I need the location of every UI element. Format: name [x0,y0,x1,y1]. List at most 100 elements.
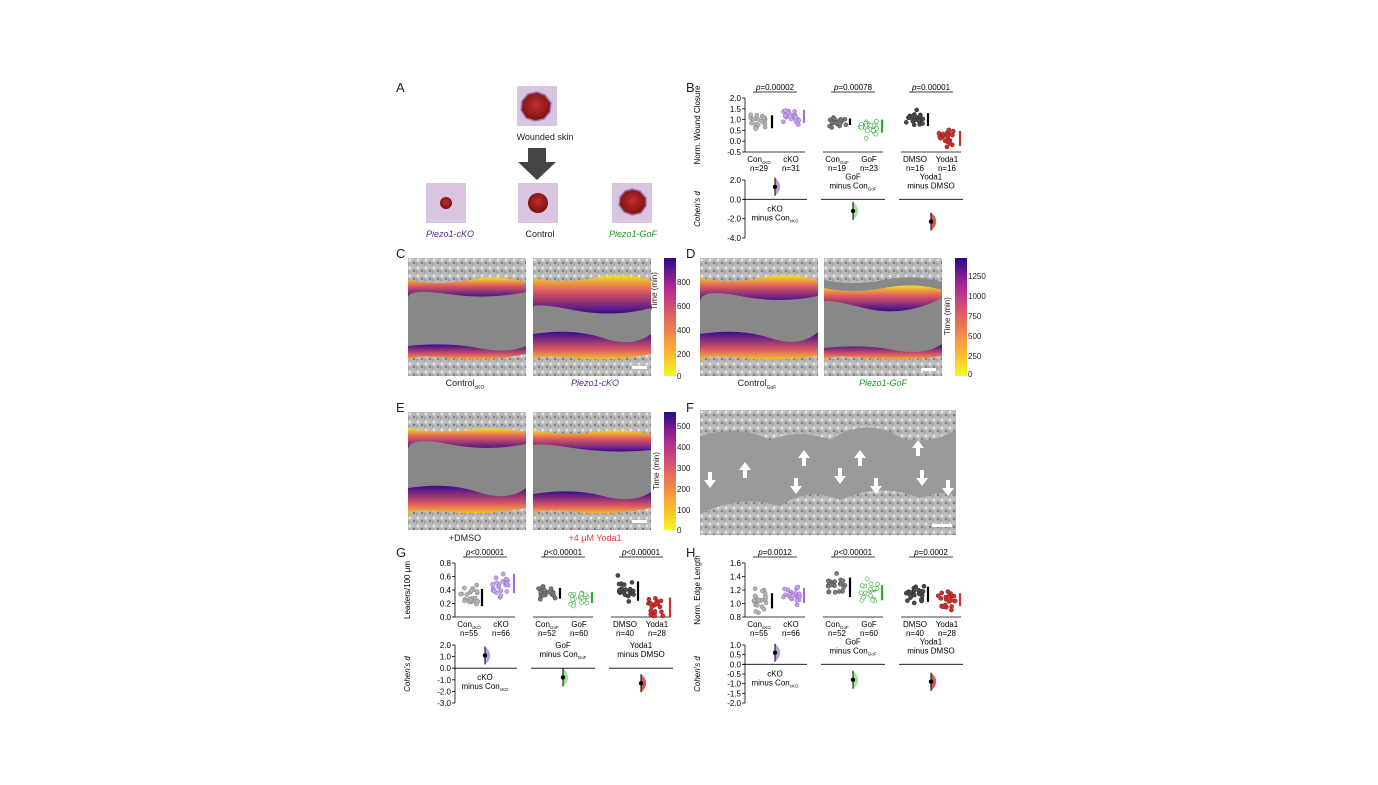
panel-c-right-label: Piezo1-cKO [570,378,620,388]
data-point [548,586,554,591]
data-point [579,591,584,597]
data-point [752,593,758,599]
group-n-label: n=31 [782,164,801,173]
data-point [552,595,558,601]
data-point [648,600,653,606]
y-tick-label: 0.5 [730,126,742,135]
y-axis-label: Norm. Edge Length [693,555,702,624]
p-value-label: p=0.0012 [757,548,792,557]
data-point [865,128,870,133]
data-point [762,591,768,596]
data-point [939,590,945,596]
effect-y-tick-label: 2.0 [730,176,742,185]
effect-point [928,679,934,684]
effect-y-tick-label: -1.5 [727,689,741,698]
group-label: cKO [783,155,799,164]
data-point [868,581,874,587]
panel-e-dmso-image [408,412,526,530]
data-point [474,589,480,594]
contrast-label-line1: Yoda1 [630,641,653,650]
effect-y-axis-label: Cohen's d [693,191,702,227]
data-point [622,592,628,598]
data-point [474,582,479,588]
effect-y-tick-label: -0.5 [727,670,741,679]
data-point [840,578,846,584]
panel-d-colorbar [955,258,967,376]
data-point [504,580,510,586]
contrast-label-line1: cKO [767,204,783,213]
contrast-label-line1: cKO [767,669,783,678]
panel-a-schematic [426,86,652,223]
panel-e-colorbar [664,412,676,530]
data-point [870,597,875,603]
data-point [493,575,499,581]
data-point [500,571,506,577]
effect-point [772,184,778,189]
group-n-label: n=66 [782,629,801,638]
data-point [464,592,469,597]
data-point [538,597,543,602]
data-point [794,597,800,603]
data-point [912,592,917,598]
data-point [631,592,636,597]
data-point [571,603,576,609]
up-arrow-icon [912,440,924,456]
contrast-label-line1: Yoda1 [920,172,943,181]
group-label: Yoda1 [936,620,959,629]
effect-y-tick-label: -2.0 [727,215,741,224]
contrast-label-line1: GoF [845,172,861,181]
contrast-label-line2: minus ConcKO [751,678,799,688]
data-point [549,590,555,596]
panel-label-g: G [396,545,407,560]
data-point [498,593,504,598]
panel-label-e: E [396,400,405,415]
data-point [630,588,636,594]
data-point [871,586,877,591]
group-n-label: n=66 [492,629,511,638]
contrast-label-line1: GoF [845,637,861,646]
contrast-label-line2: minus DMSO [907,646,955,655]
data-point [749,120,754,126]
y-tick-label: 1.2 [730,586,742,595]
data-point [942,138,948,144]
data-point [761,607,767,612]
group-label: ConcKO [457,620,481,630]
data-point [949,607,954,613]
group-label: DMSO [903,155,927,164]
y-tick-label: 0.6 [440,573,452,582]
data-point [462,598,467,604]
panel-label-h: H [686,545,696,560]
data-point [874,126,879,131]
panel-c-cbar-tick-0: 800 [677,278,691,287]
data-point [762,124,768,130]
y-axis-label: Leaders/100 μm [403,561,412,619]
y-axis-label: Norm. Wound Closure [693,85,702,165]
data-point [832,590,838,595]
data-point [826,589,832,594]
panel-b-chart: Norm. Wound Closure 2.0 1.5 1.00.5 0.0 -0.5 p=… [693,83,963,243]
data-point [951,593,957,599]
effect-point [928,219,934,224]
data-point [753,126,758,131]
data-point [752,586,758,592]
data-point [781,594,786,600]
effect-y-tick-label: 0.0 [730,195,742,204]
effect-y-tick-label: 0.0 [730,660,742,669]
data-point [504,589,510,594]
contrast-label-line2: minus ConGoF [539,650,586,660]
panel-label-c: C [396,246,406,261]
y-tick-label: 1.4 [730,573,742,582]
group-n-label: n=16 [938,164,957,173]
down-arrow-icon [518,148,556,180]
down-arrow-icon [790,478,802,494]
group-label: DMSO [903,620,927,629]
data-point [917,113,923,119]
control-label: Control [525,229,555,239]
scale-bar [921,368,936,371]
data-point [908,595,913,600]
data-point [795,585,800,590]
data-point [793,114,799,120]
data-point [621,582,627,587]
wound-large-gof [618,188,647,216]
panel-e-cbar-tick-2: 300 [677,464,691,473]
